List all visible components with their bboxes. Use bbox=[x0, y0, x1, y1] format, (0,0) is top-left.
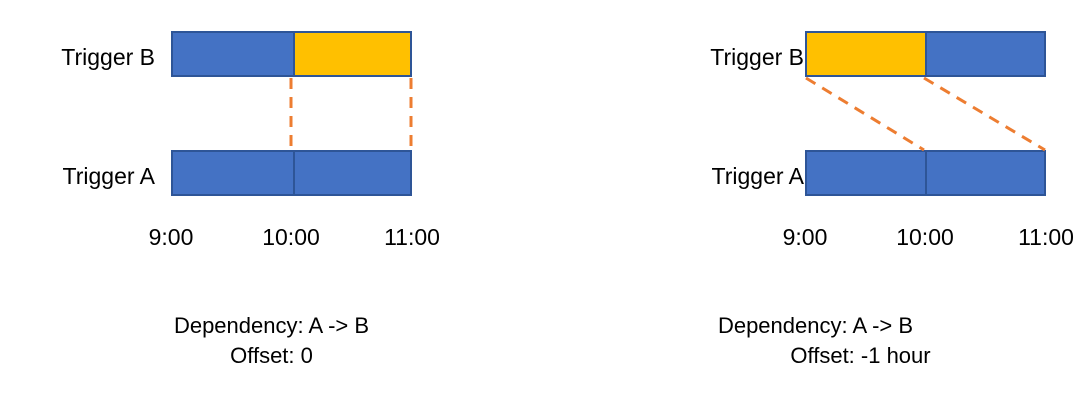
dependency-link-1 bbox=[805, 76, 925, 152]
row-label-trigger-b: Trigger B bbox=[61, 44, 155, 70]
caption-dependency: Dependency: A -> B bbox=[173, 313, 370, 338]
bar-segment-b-1 bbox=[173, 33, 293, 75]
caption-offset: Offset: 0 bbox=[230, 343, 313, 368]
caption-offset: Offset: -1 hour bbox=[790, 343, 931, 368]
caption-dependency: Dependency: A -> B bbox=[717, 313, 914, 338]
bar-segment-b-2 bbox=[293, 33, 410, 75]
bar-trigger-b bbox=[171, 31, 412, 77]
bar-segment-a-2 bbox=[925, 152, 1044, 194]
axis-tick-0: 9:00 bbox=[148, 224, 194, 250]
row-label-trigger-b: Trigger B bbox=[710, 44, 804, 70]
axis-tick-2: 11:00 bbox=[384, 224, 440, 250]
panel-offset-zero: Trigger B Trigger A 9:00 10:00 11:00 Dep… bbox=[0, 0, 543, 403]
bar-trigger-a bbox=[171, 150, 412, 196]
axis-tick-0: 9:00 bbox=[782, 224, 828, 250]
bar-segment-a-1 bbox=[807, 152, 925, 194]
dependency-link-2 bbox=[923, 76, 1046, 152]
panel-offset-minus-one-hour: Trigger B Trigger A 9:00 10:00 11:00 Dep… bbox=[544, 0, 1087, 403]
axis-tick-1: 10:00 bbox=[262, 224, 320, 250]
bar-trigger-b bbox=[805, 31, 1046, 77]
bar-segment-b-2 bbox=[925, 33, 1044, 75]
bar-trigger-a bbox=[805, 150, 1046, 196]
row-label-trigger-a: Trigger A bbox=[62, 163, 155, 189]
bar-segment-a-1 bbox=[173, 152, 293, 194]
bar-segment-a-2 bbox=[293, 152, 410, 194]
bar-segment-b-1 bbox=[807, 33, 925, 75]
row-label-trigger-a: Trigger A bbox=[711, 163, 804, 189]
axis-tick-2: 11:00 bbox=[1018, 224, 1074, 250]
axis-tick-1: 10:00 bbox=[896, 224, 954, 250]
